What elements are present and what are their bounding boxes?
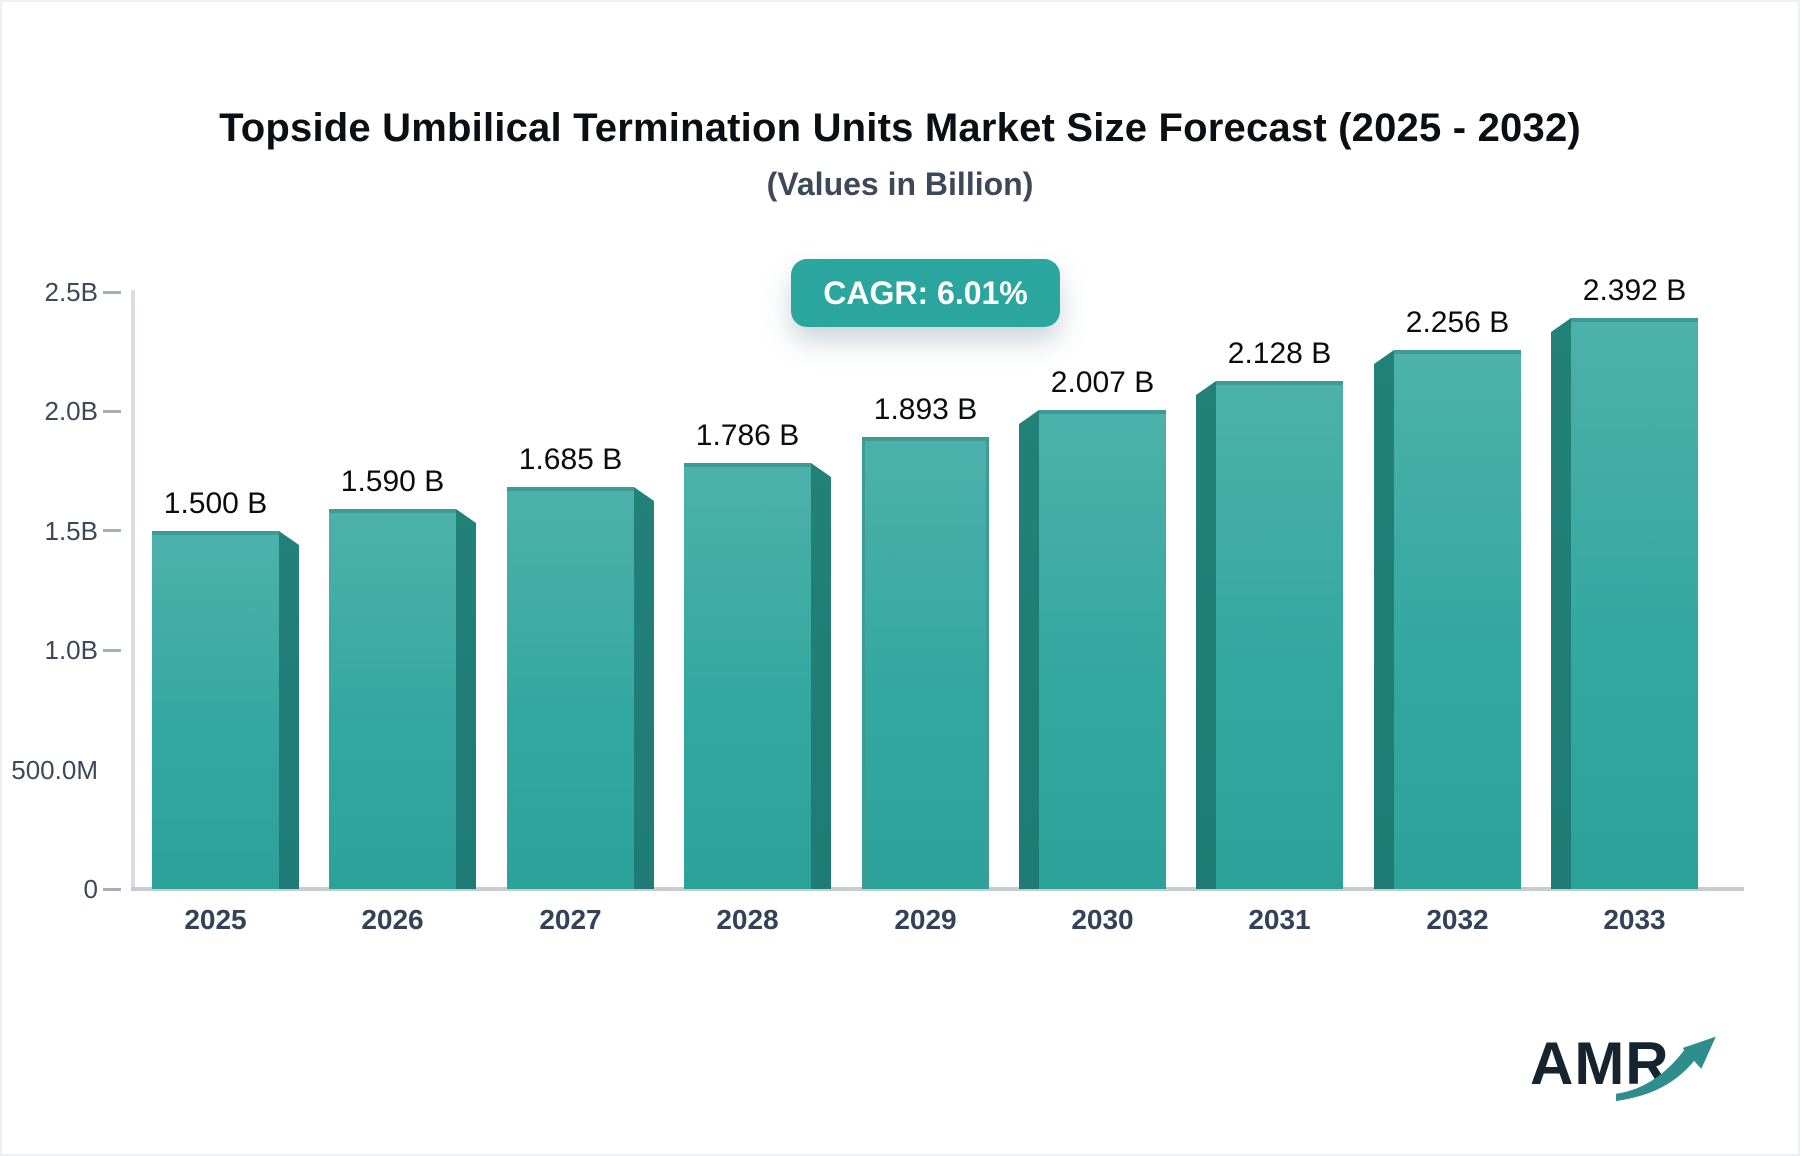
bar-side-face <box>456 509 476 889</box>
y-tick-label: 2.5B <box>44 277 99 307</box>
cagr-badge: CAGR: 6.01% <box>791 259 1060 327</box>
bar-side-face <box>279 531 299 889</box>
y-axis-line <box>131 290 135 889</box>
bar-2029 <box>862 437 989 889</box>
growth-arrow-icon <box>1616 1036 1716 1102</box>
x-axis-label: 2026 <box>361 904 424 935</box>
bar-side-face <box>1196 381 1216 889</box>
x-axis-label: 2027 <box>539 904 602 935</box>
y-tick-mark <box>103 887 121 891</box>
bar-2031 <box>1216 381 1343 889</box>
bar-value-label: 1.893 B <box>873 393 978 426</box>
x-axis-label: 2029 <box>894 904 957 935</box>
bar-2028 <box>684 463 811 889</box>
x-axis-label: 2032 <box>1426 904 1489 935</box>
x-axis-label: 2031 <box>1248 904 1311 935</box>
bar-side-face <box>1374 350 1394 889</box>
y-tick-label: 1.5B <box>44 515 99 546</box>
x-axis-label: 2028 <box>716 904 779 935</box>
bar-side-face <box>1551 318 1571 889</box>
y-tick-mark <box>103 529 121 533</box>
x-axis-label: 2030 <box>1071 904 1134 935</box>
bar-value-label: 2.128 B <box>1227 337 1332 370</box>
bar-side-face <box>634 487 654 889</box>
bar-value-label: 1.786 B <box>695 419 800 452</box>
bar-side-face <box>811 463 831 889</box>
y-tick-label: 500.0M <box>11 754 98 785</box>
bar-value-label: 1.500 B <box>163 487 268 520</box>
bar-2033 <box>1571 318 1698 889</box>
bar-value-label: 2.256 B <box>1405 306 1510 339</box>
bar-2027 <box>507 487 634 889</box>
y-tick-label: 1.0B <box>44 635 99 666</box>
chart-title: Topside Umbilical Termination Units Mark… <box>219 106 1581 150</box>
x-axis-label: 2025 <box>184 904 247 935</box>
y-tick-label: 0 <box>83 874 98 904</box>
bar-value-label: 2.392 B <box>1582 274 1687 307</box>
bar-side-face <box>1019 410 1039 889</box>
x-axis-label: 2033 <box>1603 904 1666 935</box>
bar-2030 <box>1039 410 1166 889</box>
x-axis-line <box>131 887 1744 891</box>
bar-2026 <box>329 509 456 889</box>
bar-value-label: 2.007 B <box>1050 366 1155 399</box>
bar-value-label: 1.590 B <box>340 465 445 498</box>
amr-logo: AMR <box>1530 1032 1730 1118</box>
y-tick-mark <box>103 409 121 413</box>
amr-logo-text: AMR <box>1530 1030 1670 1097</box>
bar-2025 <box>152 531 279 889</box>
y-tick-mark <box>103 290 121 294</box>
bar-value-label: 1.685 B <box>518 443 623 476</box>
chart-subtitle: (Values in Billion) <box>766 166 1034 202</box>
bar-2032 <box>1394 350 1521 889</box>
y-tick-mark <box>103 648 121 652</box>
y-tick-label: 2.0B <box>44 396 99 427</box>
